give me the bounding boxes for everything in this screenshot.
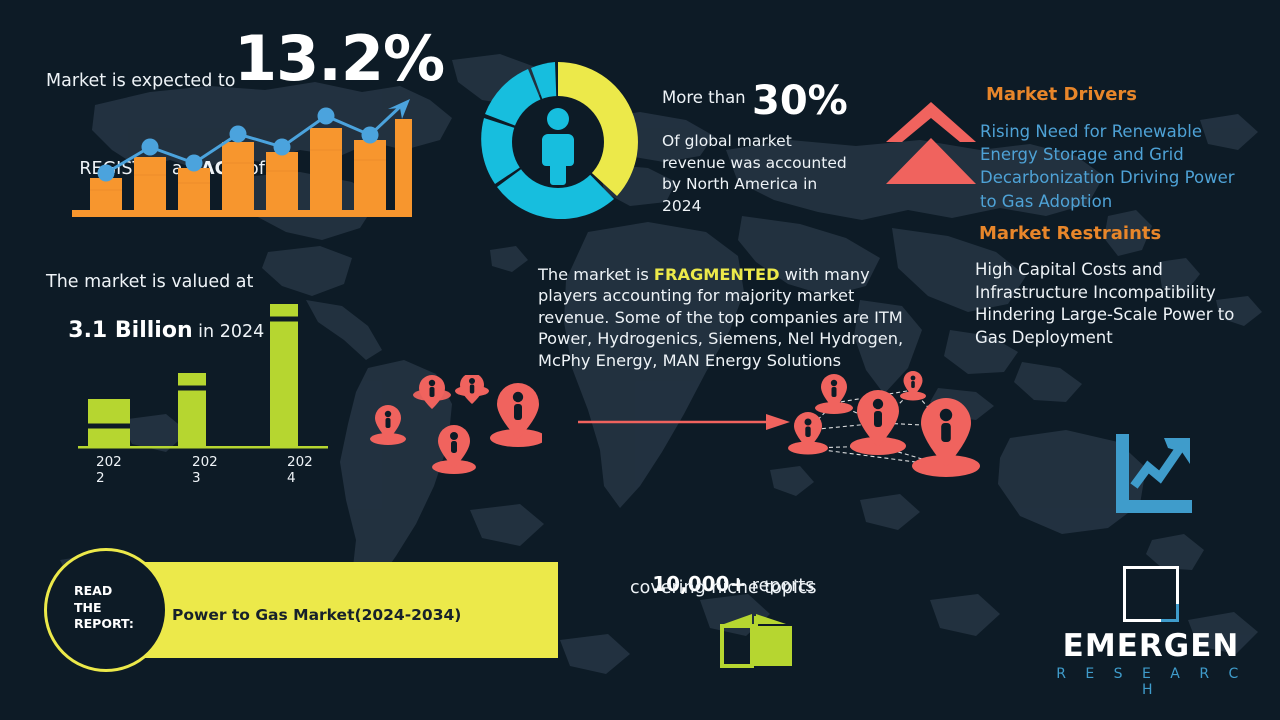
bar-series — [90, 119, 412, 210]
up-arrows-icon — [886, 102, 976, 184]
bar-notches — [88, 316, 298, 429]
xtick-2024: 202 4 — [287, 454, 313, 486]
market-restraints-body: High Capital Costs and Infrastructure In… — [975, 260, 1235, 347]
fragmentation-post: with many players accounting for majorit… — [538, 265, 904, 370]
north-america-percent: 30% — [752, 78, 848, 124]
logo-name: EMERGEN — [1062, 628, 1240, 664]
north-america-prefix: More than — [662, 88, 751, 107]
map-pin-cluster-right — [788, 371, 980, 477]
reports-subtitle: covering niche topics — [630, 578, 817, 598]
market-restraints-title: Market Restraints — [979, 223, 1162, 244]
valuation-bars — [88, 304, 298, 446]
report-title[interactable]: Power to Gas Market(2024-2034) — [172, 606, 462, 624]
person-icon — [542, 108, 574, 185]
fragmentation-paragraph: The market is FRAGMENTED with many playe… — [538, 264, 920, 371]
fragmentation-pre: The market is — [538, 265, 654, 284]
north-america-body: Of global market revenue was accounted b… — [662, 132, 847, 215]
bar-2023 — [178, 373, 206, 446]
reports-suffix: reports — [746, 576, 815, 596]
bar-2022 — [88, 399, 130, 446]
fragmentation-highlight: FRAGMENTED — [653, 265, 780, 284]
read-report-banner[interactable] — [110, 562, 558, 658]
bar-2024 — [270, 304, 298, 446]
valuation-baseline — [78, 446, 328, 449]
logo-subtitle: R E S E A R C H — [1056, 666, 1246, 698]
valuation-value: 3.1 Billion — [68, 318, 193, 343]
cagr-value: 13.2% — [234, 22, 445, 95]
growth-chart-icon — [1116, 434, 1192, 513]
logo-square-icon — [1123, 566, 1179, 622]
valuation-value-row: 3.1 Billion in 2024 — [46, 298, 264, 363]
read-report-circle[interactable] — [44, 548, 168, 672]
valuation-bar-chart — [78, 304, 328, 449]
trend-markers — [97, 107, 379, 182]
xtick-2022: 202 2 — [96, 454, 122, 486]
valuation-label: The market is valued at — [46, 272, 254, 292]
flow-arrow-icon — [578, 414, 790, 430]
emergen-research-logo: EMERGEN R E S E A R C H — [1050, 566, 1252, 698]
xtick-2023: 202 3 — [192, 454, 218, 486]
open-book-icon — [720, 614, 792, 668]
market-drivers-body: Rising Need for Renewable Energy Storage… — [980, 122, 1235, 211]
trend-arrow-icon — [388, 99, 410, 119]
logo-accent-corner — [1161, 604, 1179, 622]
revenue-donut-chart — [481, 62, 638, 220]
chart-baseline — [72, 210, 412, 217]
reports-count-row: 10,000+ reports — [630, 552, 814, 616]
reports-count: 10,000+ — [652, 572, 747, 596]
valuation-suffix: in 2024 — [192, 322, 265, 342]
read-report-label: READ THE REPORT: — [74, 583, 134, 631]
market-drivers-title: Market Drivers — [986, 84, 1138, 105]
map-pin-cluster-left — [370, 375, 542, 474]
header-line-1: Market is expected to — [46, 71, 236, 91]
growth-bar-chart — [72, 99, 412, 217]
